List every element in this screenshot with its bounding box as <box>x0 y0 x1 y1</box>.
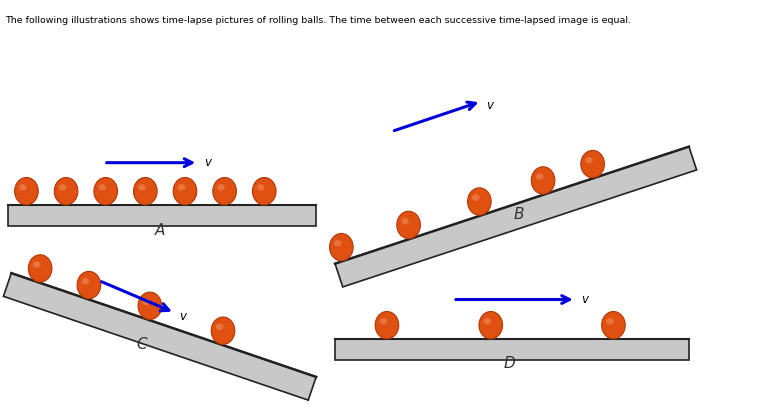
Ellipse shape <box>142 299 150 305</box>
Ellipse shape <box>98 184 106 190</box>
Ellipse shape <box>581 150 604 178</box>
Ellipse shape <box>211 317 235 344</box>
Ellipse shape <box>28 255 52 282</box>
Ellipse shape <box>467 188 491 215</box>
Ellipse shape <box>134 178 157 205</box>
Ellipse shape <box>252 178 276 205</box>
Text: D: D <box>504 356 515 371</box>
Ellipse shape <box>216 324 223 330</box>
Ellipse shape <box>606 318 614 325</box>
Ellipse shape <box>397 211 420 239</box>
Ellipse shape <box>173 178 197 205</box>
Polygon shape <box>335 146 697 287</box>
Polygon shape <box>335 339 689 360</box>
Ellipse shape <box>375 312 399 339</box>
Text: C: C <box>136 337 147 352</box>
Ellipse shape <box>531 167 555 194</box>
Ellipse shape <box>217 184 225 190</box>
Ellipse shape <box>14 178 38 205</box>
Ellipse shape <box>138 184 146 190</box>
Ellipse shape <box>59 184 66 190</box>
Ellipse shape <box>334 240 342 247</box>
Ellipse shape <box>536 173 543 180</box>
Ellipse shape <box>379 318 388 325</box>
Ellipse shape <box>483 318 491 325</box>
Ellipse shape <box>602 312 625 339</box>
Text: v: v <box>581 293 588 306</box>
Text: v: v <box>486 99 493 112</box>
Ellipse shape <box>330 234 353 261</box>
Ellipse shape <box>138 292 162 320</box>
Ellipse shape <box>54 178 78 205</box>
Ellipse shape <box>33 261 40 268</box>
Polygon shape <box>3 273 316 400</box>
Ellipse shape <box>401 218 409 225</box>
Text: v: v <box>204 156 211 169</box>
Ellipse shape <box>479 312 502 339</box>
Ellipse shape <box>472 194 480 201</box>
Polygon shape <box>8 205 316 226</box>
Ellipse shape <box>81 278 89 285</box>
Ellipse shape <box>77 271 100 299</box>
Ellipse shape <box>19 184 27 190</box>
Text: v: v <box>179 310 186 323</box>
Ellipse shape <box>213 178 236 205</box>
Ellipse shape <box>257 184 264 190</box>
Ellipse shape <box>178 184 185 190</box>
Text: B: B <box>514 207 524 222</box>
Ellipse shape <box>585 157 593 164</box>
Text: The following illustrations shows time-lapse pictures of rolling balls. The time: The following illustrations shows time-l… <box>5 16 631 25</box>
Text: A: A <box>155 223 166 238</box>
Ellipse shape <box>94 178 118 205</box>
